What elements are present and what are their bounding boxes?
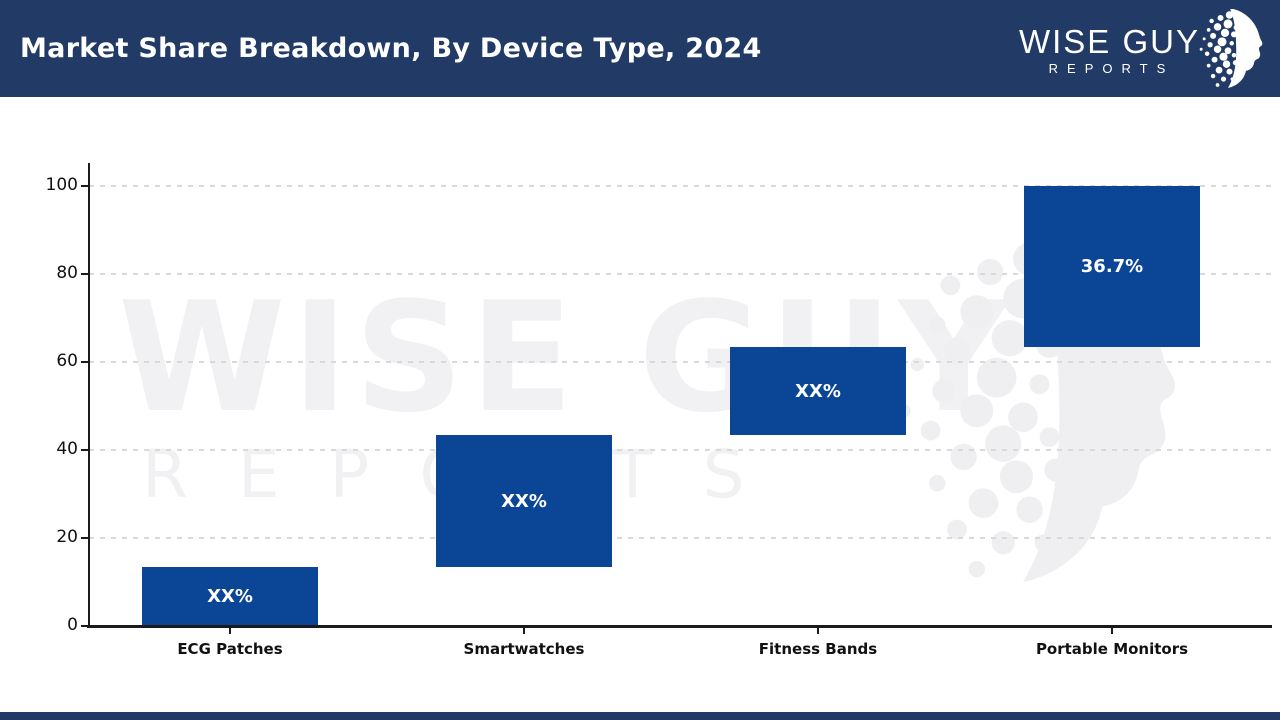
y-axis-line xyxy=(88,163,90,627)
x-axis-line xyxy=(87,625,1272,628)
bar-value-label: 36.7% xyxy=(1080,256,1144,278)
grid-line xyxy=(89,273,1272,275)
bar-value-label: XX% xyxy=(207,586,253,608)
y-tick-label: 40 xyxy=(56,439,78,459)
x-tick-mark xyxy=(229,628,231,634)
y-tick-label: 100 xyxy=(45,175,78,195)
category-label: Fitness Bands xyxy=(758,640,878,658)
x-tick-mark xyxy=(1111,628,1113,634)
y-tick-mark xyxy=(81,185,88,187)
x-tick-mark xyxy=(817,628,819,634)
category-label: ECG Patches xyxy=(177,640,283,658)
wise-guy-logo: WISE GUY REPORTS xyxy=(1019,6,1270,94)
y-tick-label: 60 xyxy=(56,351,78,371)
y-tick-label: 20 xyxy=(56,527,78,547)
bar-portable-monitors: 36.7% xyxy=(1024,186,1200,348)
category-label: Portable Monitors xyxy=(1035,640,1189,658)
x-tick-mark xyxy=(523,628,525,634)
bar-ecg-patches: XX% xyxy=(142,567,318,626)
bar-value-label: XX% xyxy=(795,380,841,402)
bar-fitness-bands: XX% xyxy=(730,347,906,436)
footer-bar xyxy=(0,712,1280,720)
grid-line xyxy=(89,361,1272,363)
bar-smartwatches: XX% xyxy=(436,435,612,568)
grid-line xyxy=(89,537,1272,539)
bar-value-label: XX% xyxy=(501,490,547,512)
category-label: Smartwatches xyxy=(463,640,585,658)
y-tick-mark xyxy=(81,625,88,627)
grid-line xyxy=(89,185,1272,187)
header-bar: Market Share Breakdown, By Device Type, … xyxy=(0,0,1280,97)
y-tick-mark xyxy=(81,273,88,275)
grid-line xyxy=(89,449,1272,451)
y-tick-mark xyxy=(81,537,88,539)
logo-subtitle: REPORTS xyxy=(1048,60,1175,76)
logo-face-icon xyxy=(1199,9,1263,89)
logo-wordmark: WISE GUY xyxy=(1018,22,1200,60)
y-tick-mark xyxy=(81,449,88,451)
y-tick-label: 80 xyxy=(56,263,78,283)
page-title: Market Share Breakdown, By Device Type, … xyxy=(20,33,762,64)
y-tick-label: 0 xyxy=(67,615,78,635)
logo-text: WISE GUY REPORTS xyxy=(1019,25,1200,76)
y-tick-mark xyxy=(81,361,88,363)
